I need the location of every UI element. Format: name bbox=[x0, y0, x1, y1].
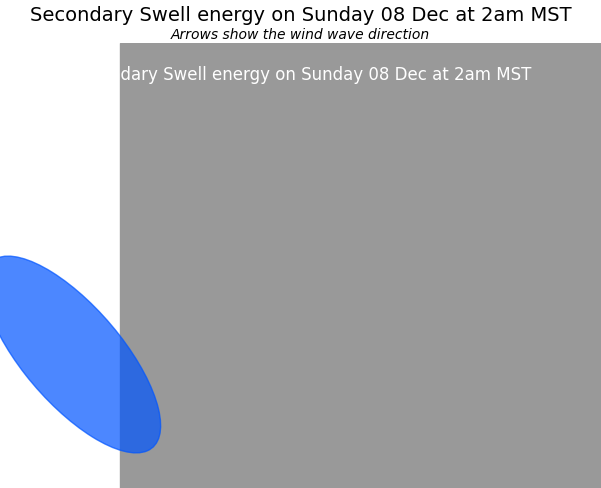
Text: Secondary Swell energy on Sunday 08 Dec at 2am MST: Secondary Swell energy on Sunday 08 Dec … bbox=[29, 6, 572, 25]
Text: Arrows show the wind wave direction: Arrows show the wind wave direction bbox=[171, 28, 430, 42]
Text: Secondary Swell energy on Sunday 08 Dec at 2am MST: Secondary Swell energy on Sunday 08 Dec … bbox=[70, 66, 531, 84]
Bar bbox=[120, 44, 601, 488]
Ellipse shape bbox=[0, 257, 160, 453]
